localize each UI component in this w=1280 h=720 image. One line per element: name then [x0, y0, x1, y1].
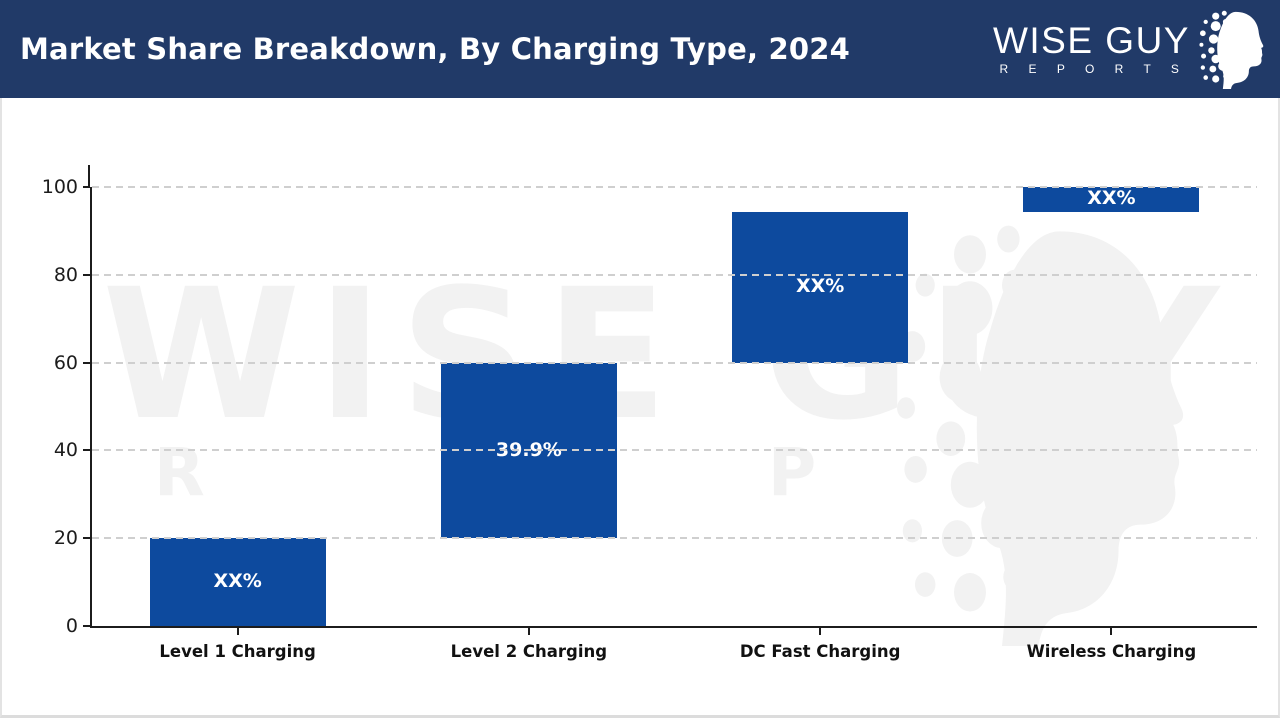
y-tick-mark	[83, 625, 90, 627]
x-category-label: Level 1 Charging	[159, 642, 316, 661]
page-title: Market Share Breakdown, By Charging Type…	[20, 32, 850, 66]
y-tick-label: 0	[65, 615, 78, 637]
bar-value-label: XX%	[213, 570, 262, 593]
y-tick-label: 40	[53, 439, 78, 462]
y-tick-label: 60	[53, 351, 78, 374]
logo-brand-text: WISE GUY	[992, 20, 1190, 61]
brand-logo: WISE GUY R E P O R T S	[993, 9, 1266, 89]
x-category-label: Wireless Charging	[1026, 642, 1197, 661]
gridline-20	[92, 537, 1257, 540]
y-tick-mark	[83, 273, 90, 276]
y-tick-mark	[83, 449, 90, 452]
y-tick-label: 20	[53, 527, 78, 550]
logo-tagline-text: R E P O R T S	[999, 62, 1188, 76]
bar-segment: XX%	[1023, 187, 1200, 212]
x-tick-mark	[527, 628, 530, 635]
plot-area: 0 20 40 60 80 100 XX% Level 1 Charging 39.9% Leve…	[42, 176, 1257, 661]
wise-guy-head-icon	[1194, 9, 1266, 89]
chart-canvas: WISE GUY R E P O R T S 020406080100XX%Le…	[0, 98, 1280, 718]
bar-value-label: XX%	[1087, 187, 1136, 210]
x-tick-mark	[819, 628, 822, 635]
y-tick-label: 80	[53, 263, 78, 286]
y-axis-extension	[88, 165, 90, 187]
logo-text: WISE GUY R E P O R T S	[993, 22, 1190, 76]
y-tick-mark	[83, 361, 90, 364]
gridline-60	[92, 361, 1257, 364]
gridline-100	[92, 186, 1257, 188]
bar-value-label: XX%	[795, 275, 845, 298]
y-tick-label: 100	[41, 176, 78, 198]
bar-segment: XX%	[732, 211, 909, 364]
x-category-label: DC Fast Charging	[739, 642, 901, 661]
y-tick-mark	[83, 537, 90, 540]
x-tick-mark	[1110, 628, 1113, 635]
x-category-label: Level 2 Charging	[450, 642, 608, 661]
gridline-40	[92, 449, 1257, 452]
gridline-80	[92, 273, 1257, 276]
y-tick-mark	[83, 186, 90, 188]
bar-segment: XX%	[149, 538, 326, 626]
header-bar: Market Share Breakdown, By Charging Type…	[0, 0, 1280, 98]
x-tick-mark	[236, 628, 239, 635]
